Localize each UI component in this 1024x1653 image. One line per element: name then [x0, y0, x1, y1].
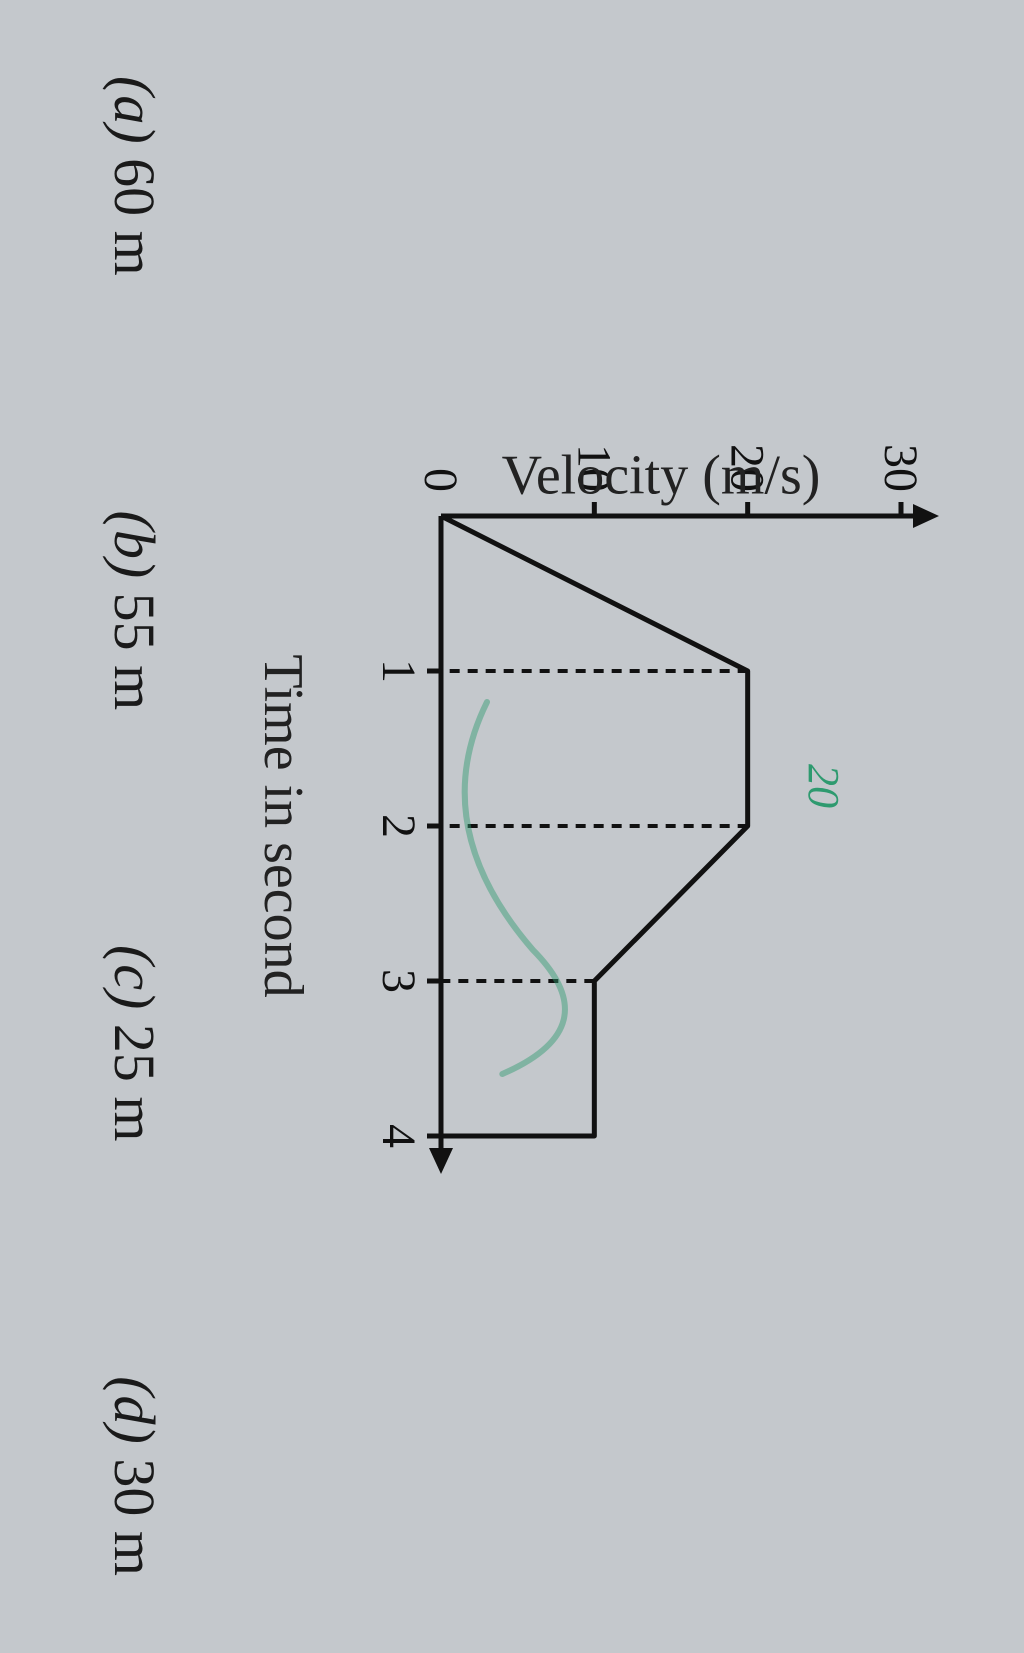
option-c-text: 25 m	[103, 1024, 168, 1142]
svg-text:20: 20	[800, 764, 849, 808]
option-d-text: 30 m	[103, 1458, 168, 1576]
x-axis-label: Time in second	[252, 654, 316, 997]
chart-svg: 0102030123420	[362, 376, 962, 1276]
svg-text:4: 4	[373, 1124, 426, 1148]
y-axis-label: Velocity (m/s)	[502, 443, 821, 507]
svg-text:0: 0	[415, 468, 468, 492]
svg-text:1: 1	[373, 659, 426, 683]
svg-text:30: 30	[875, 444, 928, 492]
option-d: (d) 30 m	[102, 1376, 169, 1576]
option-c-label: (c)	[103, 945, 168, 1009]
option-b: (b) 55 m	[102, 511, 169, 711]
option-a-label: (a)	[103, 76, 168, 144]
velocity-time-chart: Velocity (m/s) 0102030123420 Time in sec…	[362, 376, 962, 1276]
option-c: (c) 25 m	[102, 945, 169, 1142]
option-a: (a) 60 m	[102, 76, 169, 276]
option-b-text: 55 m	[103, 593, 168, 711]
option-a-text: 60 m	[103, 158, 168, 276]
svg-text:3: 3	[373, 969, 426, 993]
svg-text:2: 2	[373, 814, 426, 838]
option-d-label: (d)	[103, 1376, 168, 1444]
answer-options: (a) 60 m (b) 55 m (c) 25 m (d) 30 m	[102, 76, 169, 1576]
option-b-label: (b)	[103, 511, 168, 579]
